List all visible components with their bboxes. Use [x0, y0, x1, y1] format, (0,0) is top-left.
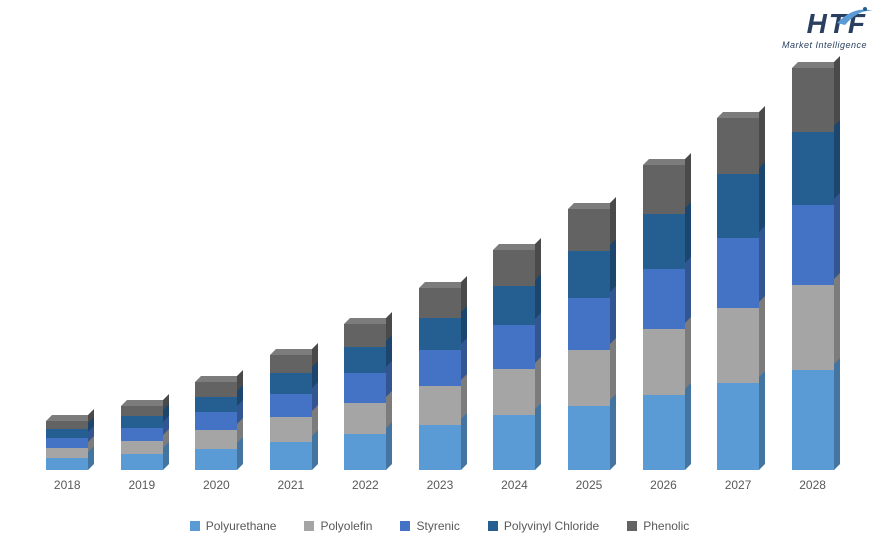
segment-polyurethane — [643, 395, 685, 470]
segment-polyurethane — [46, 458, 88, 470]
segment-phenolic — [643, 165, 685, 214]
chart-legend: Polyurethane Polyolefin Styrenic Polyvinyl … — [0, 519, 879, 533]
x-label: 2022 — [335, 478, 395, 492]
bar-2024 — [484, 250, 544, 470]
segment-styrenic — [121, 428, 163, 441]
legend-label: Polyvinyl Chloride — [504, 519, 599, 533]
segment-phenolic — [717, 118, 759, 175]
segment-polyvinyl-chloride — [46, 429, 88, 438]
segment-polyvinyl-chloride — [344, 347, 386, 373]
segment-styrenic — [792, 205, 834, 285]
segment-styrenic — [568, 298, 610, 350]
segment-polyurethane — [419, 425, 461, 470]
segment-styrenic — [419, 350, 461, 386]
legend-item-polyvinyl-chloride: Polyvinyl Chloride — [488, 519, 599, 533]
segment-polyvinyl-chloride — [121, 416, 163, 428]
x-label: 2020 — [186, 478, 246, 492]
x-label: 2018 — [37, 478, 97, 492]
legend-label: Polyolefin — [320, 519, 372, 533]
segment-phenolic — [195, 382, 237, 397]
legend-swatch-icon — [304, 521, 314, 531]
x-label: 2021 — [261, 478, 321, 492]
segment-polyolefin — [419, 386, 461, 425]
bar-2025 — [559, 209, 619, 470]
segment-polyolefin — [643, 329, 685, 394]
segment-phenolic — [419, 288, 461, 317]
legend-item-phenolic: Phenolic — [627, 519, 689, 533]
x-label: 2024 — [484, 478, 544, 492]
segment-polyurethane — [344, 434, 386, 470]
bar-2018 — [37, 421, 97, 470]
legend-label: Styrenic — [416, 519, 459, 533]
segment-styrenic — [643, 269, 685, 330]
segment-polyvinyl-chloride — [419, 318, 461, 350]
segment-polyolefin — [717, 308, 759, 383]
segment-phenolic — [344, 324, 386, 347]
segment-phenolic — [46, 421, 88, 429]
segment-polyurethane — [792, 370, 834, 470]
segment-polyurethane — [270, 442, 312, 470]
segment-phenolic — [792, 68, 834, 132]
bar-2020 — [186, 382, 246, 470]
segment-phenolic — [121, 406, 163, 417]
segment-polyurethane — [195, 449, 237, 470]
segment-polyolefin — [270, 417, 312, 441]
segment-polyvinyl-chloride — [792, 132, 834, 204]
bar-2023 — [410, 288, 470, 470]
bar-2026 — [634, 165, 694, 470]
legend-swatch-icon — [190, 521, 200, 531]
segment-phenolic — [493, 250, 535, 285]
segment-polyolefin — [121, 441, 163, 455]
segment-polyolefin — [46, 448, 88, 459]
bar-2021 — [261, 355, 321, 470]
logo-swoosh-icon — [835, 3, 875, 28]
bar-2028 — [783, 68, 843, 470]
segment-phenolic — [270, 355, 312, 374]
legend-label: Polyurethane — [206, 519, 277, 533]
x-label: 2028 — [783, 478, 843, 492]
bar-2022 — [335, 324, 395, 470]
legend-item-polyolefin: Polyolefin — [304, 519, 372, 533]
segment-styrenic — [493, 325, 535, 369]
segment-polyvinyl-chloride — [568, 251, 610, 298]
segment-polyolefin — [344, 403, 386, 434]
legend-item-polyurethane: Polyurethane — [190, 519, 277, 533]
legend-label: Phenolic — [643, 519, 689, 533]
x-label: 2025 — [559, 478, 619, 492]
x-label: 2023 — [410, 478, 470, 492]
segment-polyurethane — [568, 406, 610, 470]
x-label: 2026 — [634, 478, 694, 492]
legend-swatch-icon — [400, 521, 410, 531]
segment-styrenic — [344, 373, 386, 402]
segment-polyvinyl-chloride — [195, 397, 237, 413]
logo-sub-text: Market Intelligence — [782, 40, 867, 50]
segment-polyurethane — [493, 415, 535, 470]
x-axis-labels: 2018 2019 2020 2021 2022 2023 2024 2025 2026 2027… — [30, 478, 850, 492]
x-label: 2019 — [112, 478, 172, 492]
bar-2019 — [112, 406, 172, 470]
x-label: 2027 — [708, 478, 768, 492]
legend-item-styrenic: Styrenic — [400, 519, 459, 533]
segment-styrenic — [46, 438, 88, 448]
segment-polyolefin — [195, 430, 237, 449]
legend-swatch-icon — [488, 521, 498, 531]
segment-polyvinyl-chloride — [493, 286, 535, 325]
segment-styrenic — [270, 394, 312, 417]
stacked-bar-chart — [30, 50, 850, 470]
segment-polyurethane — [121, 454, 163, 470]
bar-2027 — [708, 118, 768, 470]
segment-phenolic — [568, 209, 610, 251]
segment-polyvinyl-chloride — [643, 214, 685, 269]
segment-polyolefin — [792, 285, 834, 371]
segment-styrenic — [195, 412, 237, 430]
segment-polyolefin — [493, 369, 535, 416]
segment-polyurethane — [717, 383, 759, 470]
segment-polyvinyl-chloride — [270, 373, 312, 394]
legend-swatch-icon — [627, 521, 637, 531]
segment-styrenic — [717, 238, 759, 308]
segment-polyolefin — [568, 350, 610, 406]
htf-logo: HTF Market Intelligence — [782, 8, 867, 50]
segment-polyvinyl-chloride — [717, 174, 759, 237]
